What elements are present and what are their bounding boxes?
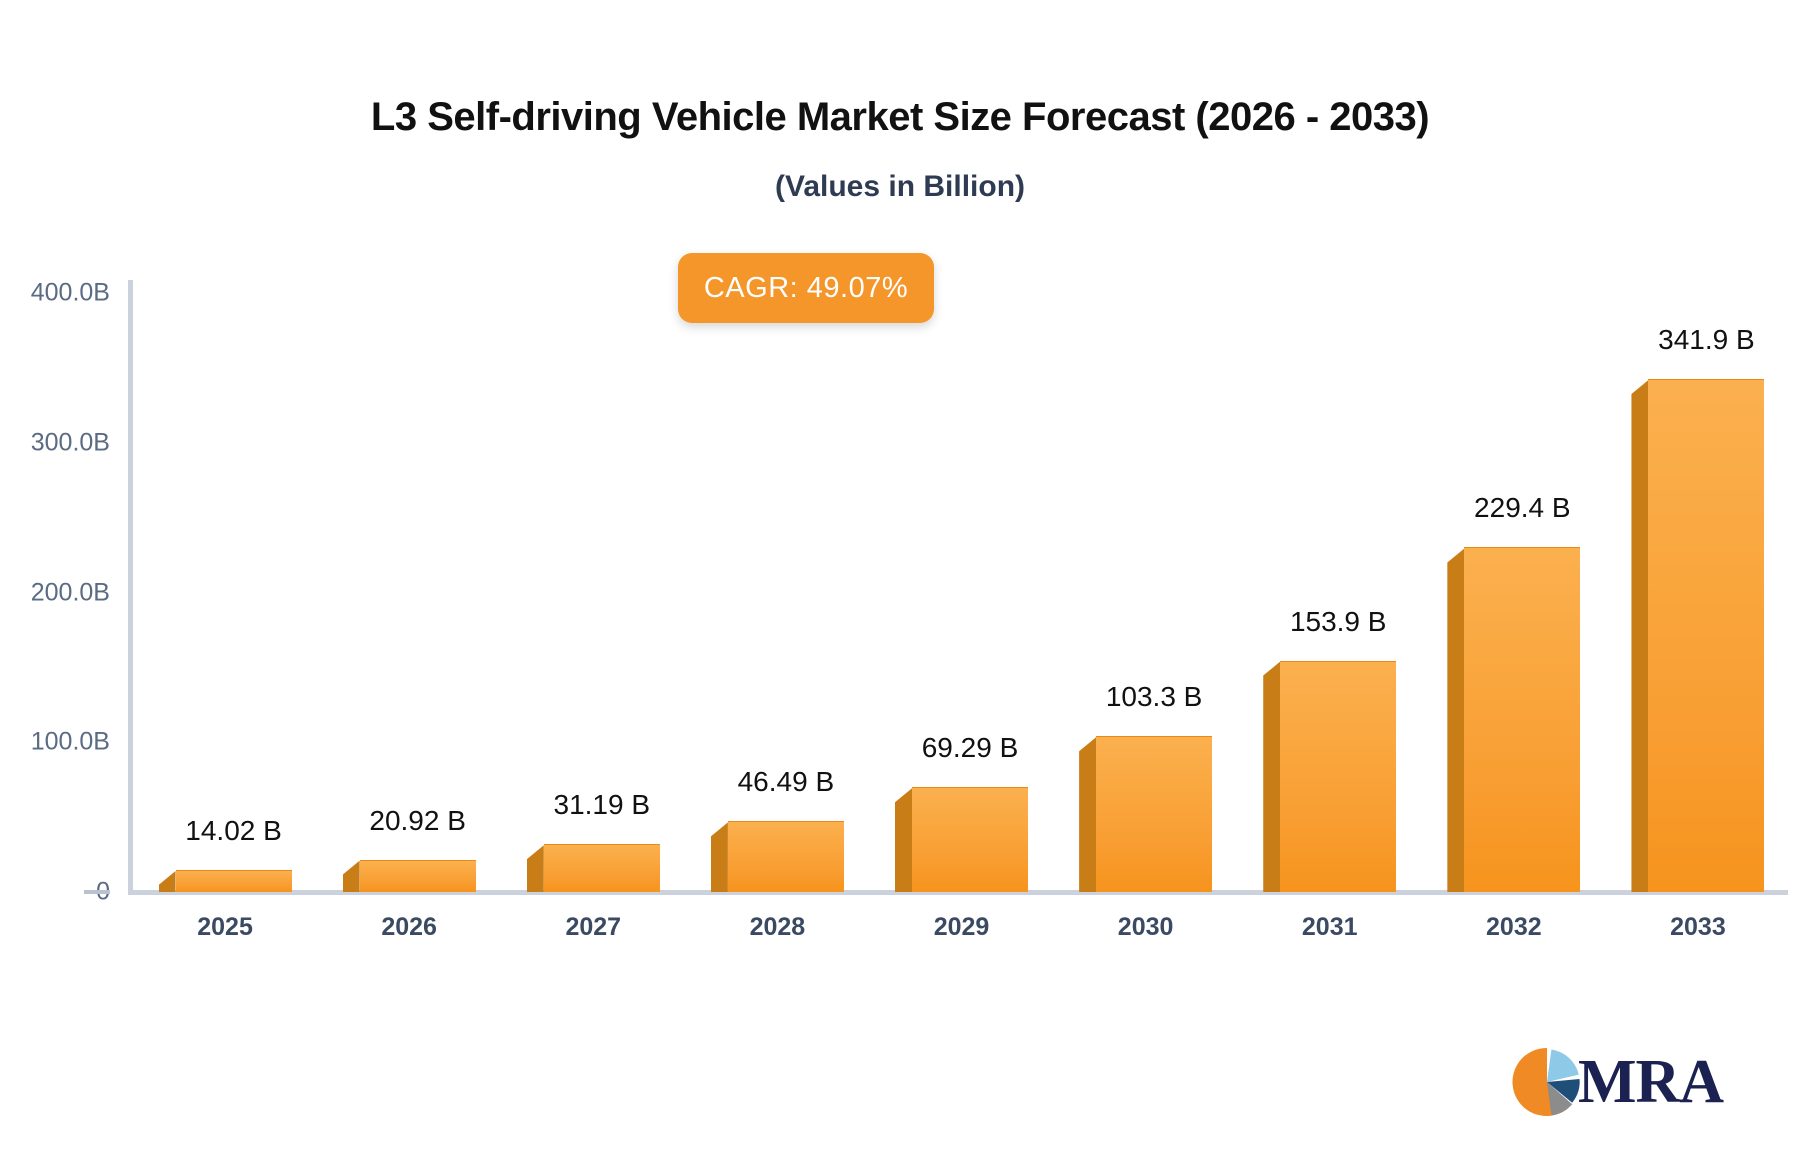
bar-side-face xyxy=(1631,380,1649,892)
bar-front-face[interactable] xyxy=(727,821,844,892)
bar-front-face[interactable] xyxy=(912,787,1028,892)
x-tick-label-2025: 2025 xyxy=(197,913,253,941)
chart-title: L3 Self-driving Vehicle Market Size Fore… xyxy=(370,95,1430,139)
bar-value-label: 153.9 B xyxy=(1289,605,1387,637)
bar-group: 14.02 B xyxy=(158,815,292,892)
bar-side-face xyxy=(526,845,544,892)
bar-value-label: 31.19 B xyxy=(553,789,651,821)
x-tick-label-2032: 2032 xyxy=(1486,913,1542,941)
bar-side-face xyxy=(895,788,912,892)
bar-group: 69.29 B xyxy=(895,732,1028,892)
bar-side-face xyxy=(710,822,728,892)
bar-group: 20.92 B xyxy=(342,805,476,892)
bar-front-face[interactable] xyxy=(1096,736,1213,892)
y-tick-label-400: 400.0B xyxy=(30,278,110,307)
bar-front-face[interactable] xyxy=(359,859,476,892)
y-axis-line xyxy=(128,280,133,895)
bar-value-label: 69.29 B xyxy=(921,732,1019,764)
x-tick-label-2026: 2026 xyxy=(381,913,437,941)
mra-logo: MRA xyxy=(1510,1045,1724,1119)
bar-front-face[interactable] xyxy=(175,870,292,892)
y-tick-label-200: 200.0B xyxy=(30,578,110,606)
bar-side-face xyxy=(1263,661,1281,892)
x-tick-label-2031: 2031 xyxy=(1301,913,1358,941)
bar-front-face[interactable] xyxy=(1280,660,1397,892)
bar-value-label: 46.49 B xyxy=(737,766,835,798)
y-tick-label-100: 100.0B xyxy=(30,727,110,756)
bar-side-face xyxy=(1447,548,1465,892)
x-tick-label-2033: 2033 xyxy=(1670,913,1726,941)
x-tick-label-2030: 2030 xyxy=(1117,913,1174,941)
bar-value-label: 20.92 B xyxy=(369,804,466,836)
bar-value-label: 14.02 B xyxy=(185,815,282,846)
x-tick-label-2027: 2027 xyxy=(565,913,622,941)
bar-group: 153.9 B xyxy=(1263,606,1397,892)
bar-value-label: 103.3 B xyxy=(1105,681,1203,713)
y-tick-label-300: 300.0B xyxy=(30,428,110,457)
cagr-badge-label: CAGR: 49.07% xyxy=(703,271,909,304)
bar-value-label: 341.9 B xyxy=(1658,324,1755,355)
cagr-badge: CAGR: 49.07% xyxy=(678,253,934,323)
bar-front-face[interactable] xyxy=(1464,547,1581,892)
x-axis-line xyxy=(128,890,1788,895)
pie-chart-icon xyxy=(1512,1047,1581,1117)
bar-group: 103.3 B xyxy=(1079,681,1213,892)
bar-group: 46.49 B xyxy=(710,766,844,892)
x-tick-label-2028: 2028 xyxy=(749,913,806,941)
chart-subtitle: (Values in Billion) xyxy=(774,170,1026,203)
bar-side-face xyxy=(1079,737,1097,892)
bar-group: 229.4 B xyxy=(1447,492,1581,892)
bar-value-label: 229.4 B xyxy=(1474,492,1571,524)
bar-front-face[interactable] xyxy=(543,844,660,892)
bar-front-face[interactable] xyxy=(1648,379,1765,892)
bar-group: 341.9 B xyxy=(1631,324,1765,892)
bar-group: 31.19 B xyxy=(526,789,660,892)
mra-logo-text: MRA xyxy=(1578,1048,1724,1116)
y-axis-zero-tick xyxy=(84,890,110,894)
x-tick-label-2029: 2029 xyxy=(933,913,990,941)
